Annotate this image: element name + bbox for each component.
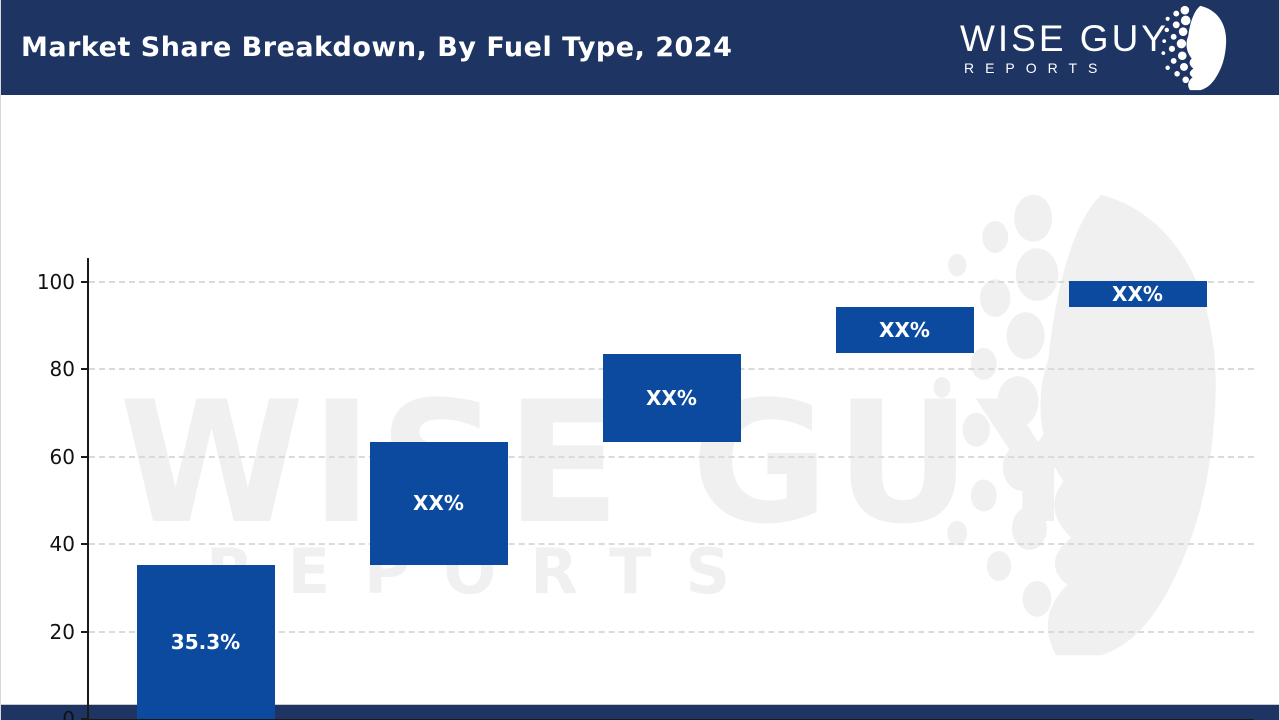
footer-bar — [1, 704, 1279, 720]
header-bar: Market Share Breakdown, By Fuel Type, 20… — [1, 0, 1279, 95]
bar-value-label-gasoline: 35.3% — [170, 629, 241, 654]
logo-wordmark-line1: WISE GUY — [959, 17, 1169, 59]
y-tick-label-40: 40 — [49, 532, 75, 557]
y-tick-mark-60 — [81, 455, 89, 458]
bar-ethanol: XX% — [835, 307, 974, 354]
y-tick-label-100: 100 — [36, 270, 75, 295]
y-tick-label-0: 0 — [62, 707, 75, 720]
gridline-y-60 — [89, 455, 1254, 458]
gridline-y-100 — [89, 281, 1254, 284]
logo-head-icon — [1161, 5, 1227, 90]
y-tick-mark-20 — [81, 630, 89, 633]
y-tick-mark-80 — [81, 368, 89, 371]
watermark-head-icon — [929, 194, 1216, 656]
bar-gasoline: 35.3% — [136, 564, 275, 719]
chart-canvas: WISE GUY REPORTS 02040608010035.3%Gasoli… — [1, 95, 1279, 720]
gridline-y-20 — [89, 630, 1254, 633]
bar-value-label-ethanol: XX% — [879, 318, 930, 343]
bar-value-label-biodiesel: XX% — [1112, 282, 1163, 307]
page-title: Market Share Breakdown, By Fuel Type, 20… — [21, 32, 733, 63]
bar-diesel: XX% — [369, 441, 508, 565]
y-tick-mark-100 — [81, 281, 89, 284]
bar-value-label-alternative-fuels: XX% — [646, 385, 697, 410]
wise-guy-logo: WISE GUY REPORTS — [960, 5, 1265, 91]
gridline-y-40 — [89, 543, 1254, 546]
plot-area: 02040608010035.3%GasolineXX%DieselXX%Alt… — [37, 258, 1254, 720]
logo-wordmark-line2: REPORTS — [963, 59, 1109, 76]
y-tick-mark-40 — [81, 543, 89, 546]
logo-wordmark: WISE GUY REPORTS — [960, 20, 1169, 76]
bar-value-label-diesel: XX% — [413, 491, 464, 516]
y-tick-label-60: 60 — [49, 444, 75, 469]
bar-alternative-fuels: XX% — [602, 353, 741, 442]
y-tick-label-80: 80 — [49, 357, 75, 382]
y-tick-label-20: 20 — [49, 619, 75, 644]
bar-biodiesel: XX% — [1068, 281, 1207, 307]
